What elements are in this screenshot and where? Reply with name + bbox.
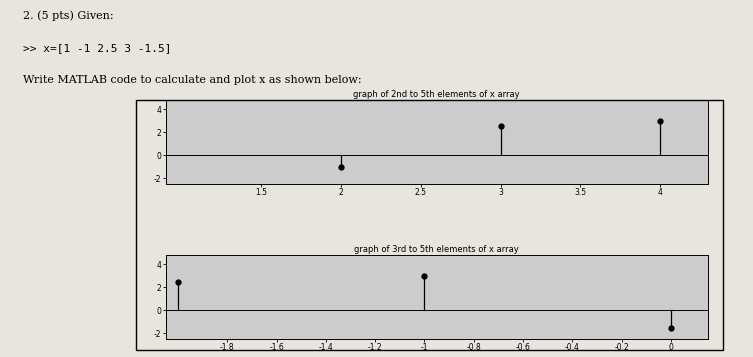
Text: 2. (5 pts) Given:: 2. (5 pts) Given:: [23, 11, 113, 21]
Text: Write MATLAB code to calculate and plot x as shown below:: Write MATLAB code to calculate and plot …: [23, 75, 361, 85]
Title: graph of 2nd to 5th elements of x array: graph of 2nd to 5th elements of x array: [353, 90, 520, 99]
Text: >> x=[1 -1 2.5 3 -1.5]: >> x=[1 -1 2.5 3 -1.5]: [23, 43, 171, 53]
Title: graph of 3rd to 5th elements of x array: graph of 3rd to 5th elements of x array: [355, 246, 519, 255]
